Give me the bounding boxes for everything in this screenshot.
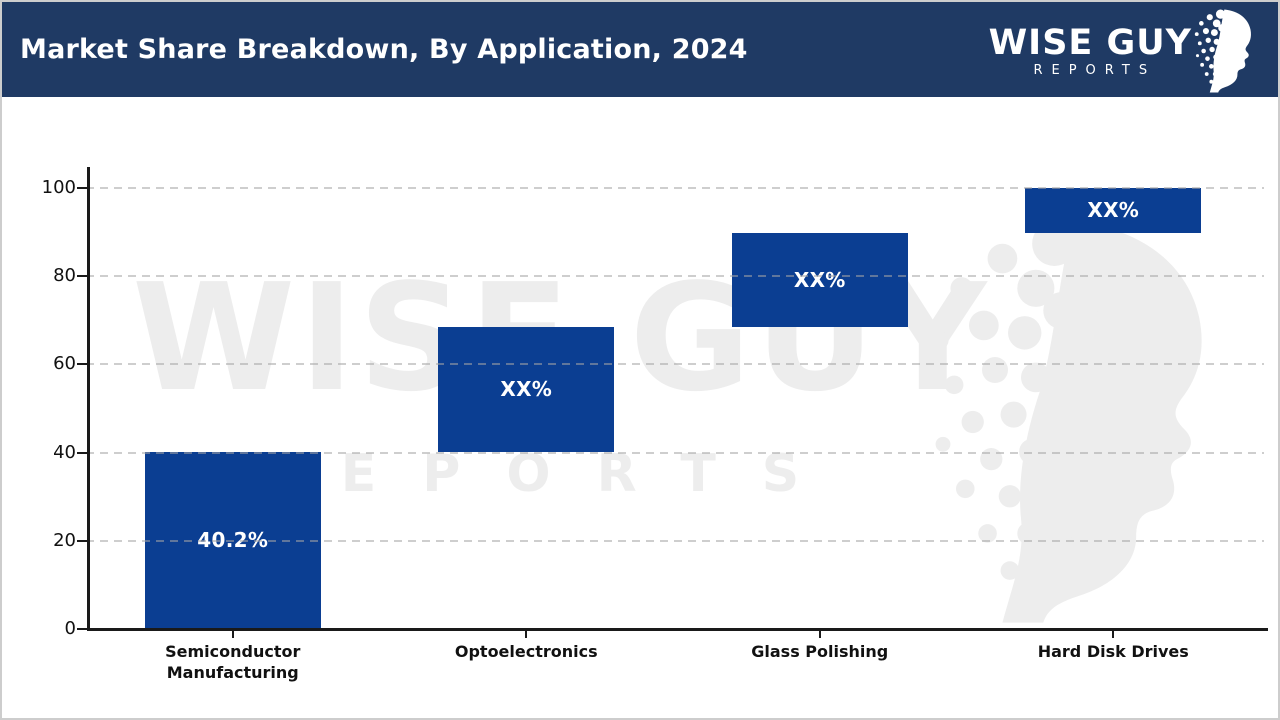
header-bar: Market Share Breakdown, By Application, …	[2, 2, 1278, 97]
gridline	[86, 363, 1264, 366]
y-tick-mark	[77, 275, 87, 278]
logo-line1: WISE GUY	[988, 22, 1192, 63]
waterfall-bar: XX%	[438, 326, 615, 452]
y-tick-label: 60	[53, 353, 76, 375]
y-tick-label: 0	[64, 618, 76, 639]
y-tick-label: 40	[53, 441, 76, 463]
y-tick-mark	[77, 363, 87, 366]
waterfall-bar: XX%	[731, 232, 908, 327]
gridline	[86, 275, 1264, 278]
x-category-label: Semiconductor Manufacturing	[165, 642, 301, 682]
bar-value-label: XX%	[1087, 198, 1140, 223]
y-tick-mark	[77, 539, 87, 542]
y-tick-label: 100	[41, 177, 76, 198]
y-tick-mark	[77, 628, 87, 630]
bar-value-label: XX%	[793, 267, 846, 292]
y-tick-mark	[77, 187, 87, 189]
gridline	[86, 187, 1264, 189]
gridline	[86, 451, 1264, 454]
x-category-label: Hard Disk Drives	[1037, 642, 1189, 661]
gridline	[86, 539, 1264, 542]
y-axis-line	[87, 167, 90, 631]
x-tick-mark	[525, 631, 528, 638]
waterfall-bar: XX%	[1025, 188, 1202, 233]
logo-wordmark: WISE GUY REPORTS	[988, 22, 1192, 78]
x-tick-mark	[1112, 631, 1115, 638]
y-tick-label: 80	[53, 265, 76, 287]
chart-title: Market Share Breakdown, By Application, …	[20, 34, 748, 65]
bar-value-label: XX%	[500, 377, 553, 402]
x-category-label: Glass Polishing	[751, 642, 889, 661]
x-tick-mark	[818, 631, 821, 638]
wiseguy-logo: WISE GUY REPORTS	[989, 8, 1262, 94]
x-category-label: Optoelectronics	[454, 642, 598, 661]
watermark-line2: REPORTS	[254, 444, 846, 504]
logo-line2: REPORTS	[1033, 62, 1157, 78]
y-tick-label: 20	[53, 529, 76, 551]
x-axis-line	[87, 628, 1268, 631]
y-tick-mark	[77, 451, 87, 454]
x-tick-mark	[231, 631, 234, 638]
